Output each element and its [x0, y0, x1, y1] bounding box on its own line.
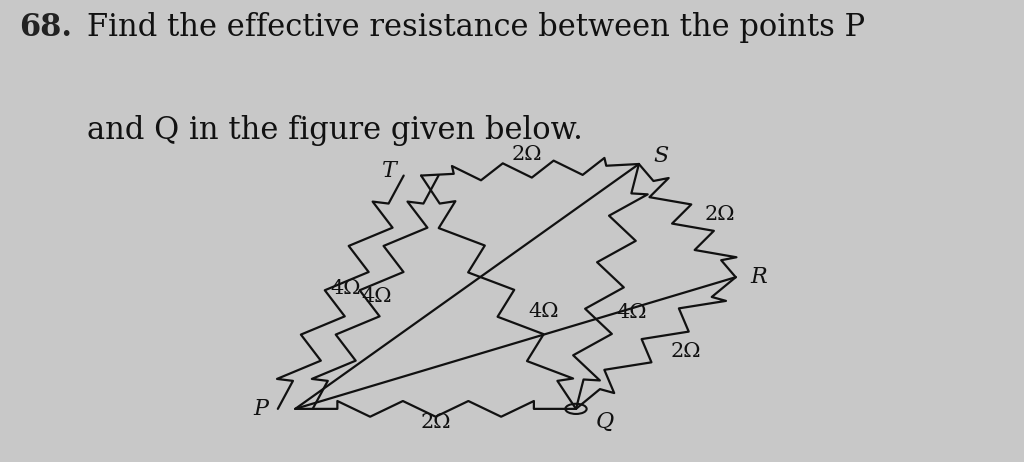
- Text: R: R: [751, 266, 767, 288]
- Text: 2Ω: 2Ω: [671, 342, 701, 361]
- Text: 2Ω: 2Ω: [421, 413, 451, 432]
- Text: P: P: [253, 398, 268, 420]
- Text: 4Ω: 4Ω: [528, 302, 559, 321]
- Text: 4Ω: 4Ω: [361, 287, 391, 306]
- Text: 2Ω: 2Ω: [705, 205, 735, 224]
- Text: S: S: [653, 145, 669, 167]
- Text: 4Ω: 4Ω: [616, 303, 647, 322]
- Text: Find the effective resistance between the points P: Find the effective resistance between th…: [87, 12, 865, 43]
- Text: T: T: [382, 160, 397, 182]
- Text: 4Ω: 4Ω: [331, 279, 360, 298]
- Text: 2Ω: 2Ω: [511, 145, 542, 164]
- Text: and Q in the figure given below.: and Q in the figure given below.: [87, 116, 583, 146]
- Text: Q: Q: [595, 411, 613, 433]
- Text: 68.: 68.: [19, 12, 73, 43]
